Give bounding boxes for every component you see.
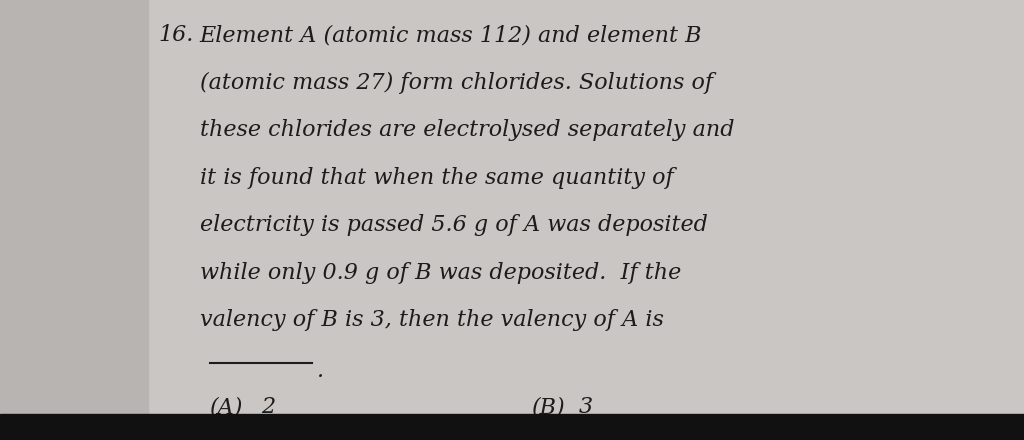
Text: (B): (B) (532, 396, 566, 418)
Text: Element A (atomic mass 112) and element B: Element A (atomic mass 112) and element … (200, 24, 702, 46)
Text: 2: 2 (261, 396, 275, 418)
Text: 16.: 16. (159, 24, 195, 46)
Text: (atomic mass 27) form chlorides. Solutions of: (atomic mass 27) form chlorides. Solutio… (200, 72, 713, 94)
Text: it is found that when the same quantity of: it is found that when the same quantity … (200, 167, 674, 189)
Text: electricity is passed 5.6 g of A was deposited: electricity is passed 5.6 g of A was dep… (200, 214, 708, 236)
Text: these chlorides are electrolysed separately and: these chlorides are electrolysed separat… (200, 119, 734, 141)
Text: (A): (A) (210, 396, 244, 418)
Text: while only 0.9 g of B was deposited.  If the: while only 0.9 g of B was deposited. If … (200, 262, 681, 284)
Bar (0, 414, 1024, 440)
Text: .: . (316, 360, 324, 382)
Text: 3: 3 (579, 396, 593, 418)
Bar (0, 0, 148, 440)
Text: valency of B is 3, then the valency of A is: valency of B is 3, then the valency of A… (200, 309, 664, 331)
